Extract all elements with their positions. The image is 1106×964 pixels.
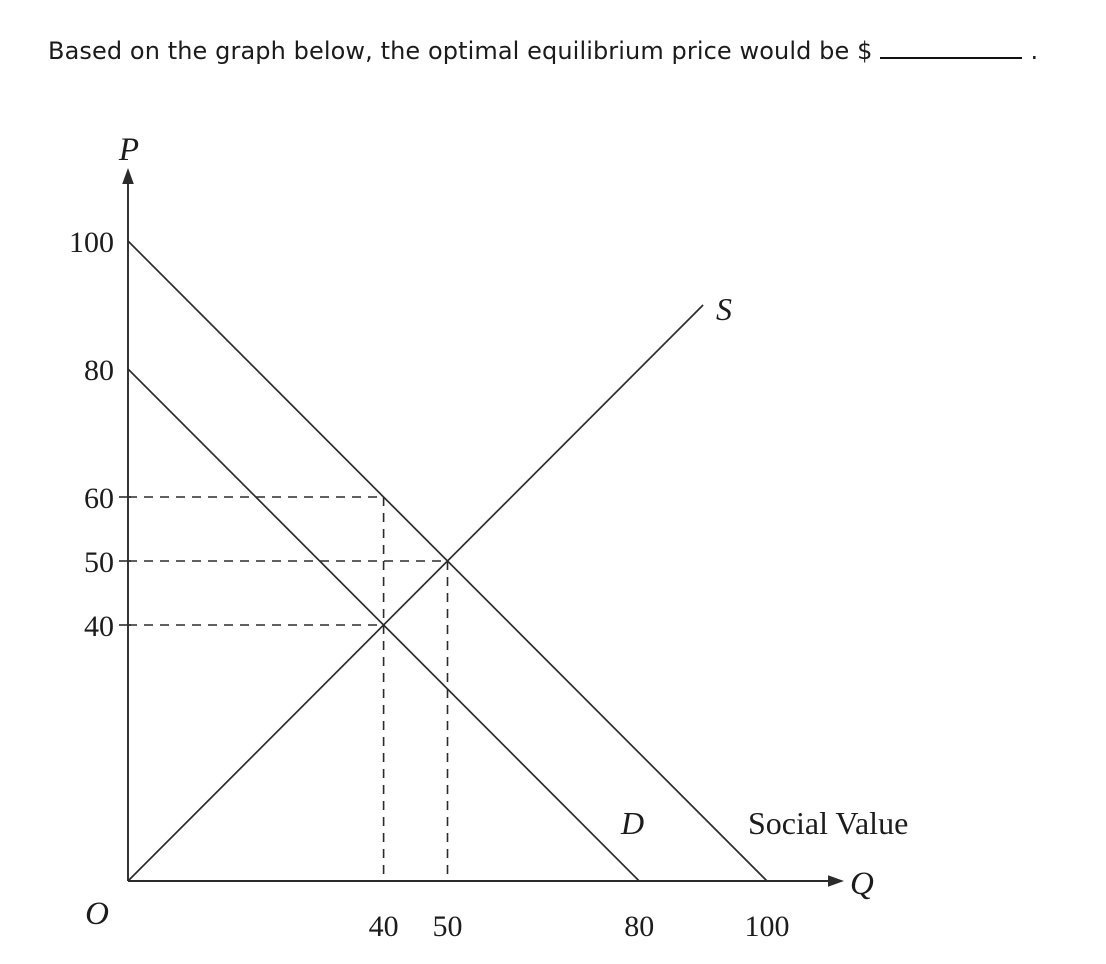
y-axis-label: P <box>118 132 139 168</box>
social-value-line <box>127 240 768 882</box>
question-text: Based on the graph below, the optimal eq… <box>48 32 1038 65</box>
demand-label: D <box>620 805 644 841</box>
x-tick-label: 50 <box>433 910 463 943</box>
y-tick-label: 100 <box>69 226 114 259</box>
x-tick-label: 100 <box>745 910 790 943</box>
question-suffix: . <box>1030 37 1039 66</box>
y-tick-label: 50 <box>84 546 114 579</box>
y-tick-label: 80 <box>84 354 114 387</box>
x-axis-label: Q <box>850 866 874 902</box>
y-axis-arrow-icon <box>122 168 134 184</box>
x-tick-label: 80 <box>624 910 654 943</box>
question-prefix: Based on the graph below, the optimal eq… <box>48 37 873 66</box>
answer-blank <box>880 32 1023 60</box>
y-tick-label: 60 <box>84 482 114 515</box>
x-tick-label: 40 <box>369 910 399 943</box>
supply-label: S <box>716 291 732 327</box>
origin-label: O <box>85 896 109 932</box>
social-value-label: Social Value <box>748 805 908 841</box>
x-axis-arrow-icon <box>828 875 844 887</box>
y-tick-label: 40 <box>84 610 114 643</box>
supply-line <box>127 304 704 882</box>
demand-line <box>127 368 640 882</box>
